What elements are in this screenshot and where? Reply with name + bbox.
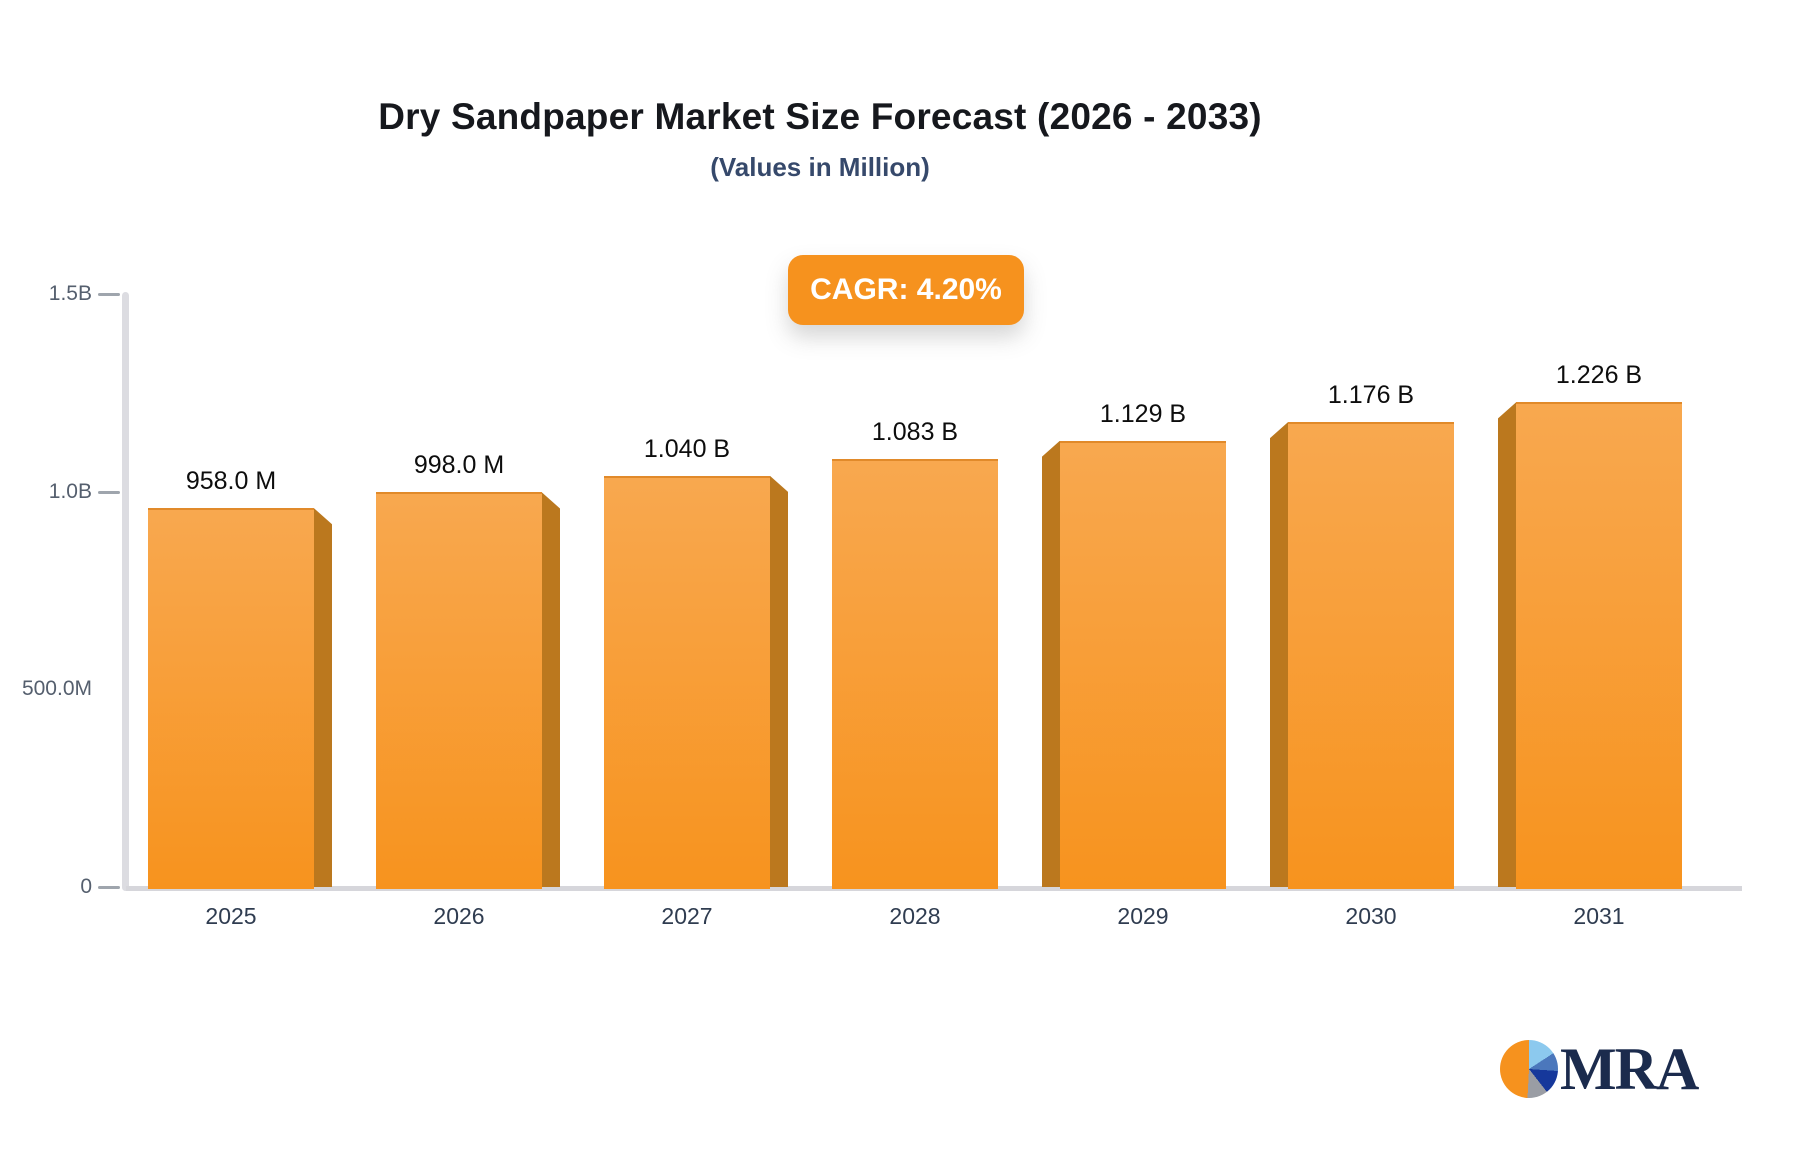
bar-2027 <box>604 475 770 889</box>
x-tick-label: 2028 <box>889 903 941 929</box>
bar-side-2026 <box>542 492 560 887</box>
bar-2026 <box>376 492 542 889</box>
bar-2028 <box>832 458 998 889</box>
bar-2029 <box>1060 440 1226 889</box>
bar-value-label: 998.0 M <box>413 451 505 480</box>
cagr-badge: CAGR: 4.20% <box>788 255 1024 325</box>
bar-side-2031 <box>1498 402 1516 887</box>
y-tick-mark <box>98 293 120 296</box>
x-tick-label: 2026 <box>433 903 485 929</box>
chart-header: Dry Sandpaper Market Size Forecast (2026… <box>0 0 1640 183</box>
bar-2025 <box>148 508 314 889</box>
bar-value-label: 1.226 B <box>1555 361 1643 390</box>
y-axis-line <box>122 292 129 891</box>
bar-value-label: 1.176 B <box>1327 381 1415 410</box>
y-tick-label: 1.5B <box>48 282 92 305</box>
bar-value-label: 958.0 M <box>185 467 277 496</box>
bar-2031 <box>1516 402 1682 889</box>
chart-subtitle: (Values in Million) <box>710 152 930 182</box>
x-tick-label: 2031 <box>1573 903 1625 929</box>
bar-value-label: 1.083 B <box>871 417 959 446</box>
bar-2030 <box>1288 422 1454 889</box>
y-tick-mark <box>98 886 120 889</box>
x-tick-label: 2030 <box>1345 903 1397 929</box>
y-tick-mark <box>98 490 120 494</box>
bar-side-2027 <box>770 475 788 887</box>
x-tick-label: 2027 <box>661 903 713 929</box>
bar-value-label: 1.040 B <box>643 434 731 463</box>
y-tick-label: 0 <box>80 875 92 898</box>
logo: MRA <box>1500 1036 1699 1102</box>
x-tick-label: 2025 <box>205 903 257 929</box>
logo-text: MRA <box>1560 1036 1699 1102</box>
y-tick-label: 500.0M <box>21 677 92 701</box>
bar-side-2030 <box>1270 422 1288 887</box>
bar-side-2025 <box>314 508 332 887</box>
x-tick-label: 2029 <box>1117 903 1169 929</box>
y-tick-label: 1.0B <box>48 479 92 503</box>
logo-pie-icon <box>1500 1040 1558 1098</box>
bar-side-2029 <box>1042 440 1060 887</box>
chart-title: Dry Sandpaper Market Size Forecast (2026… <box>378 96 1262 137</box>
bar-value-label: 1.129 B <box>1099 399 1187 428</box>
